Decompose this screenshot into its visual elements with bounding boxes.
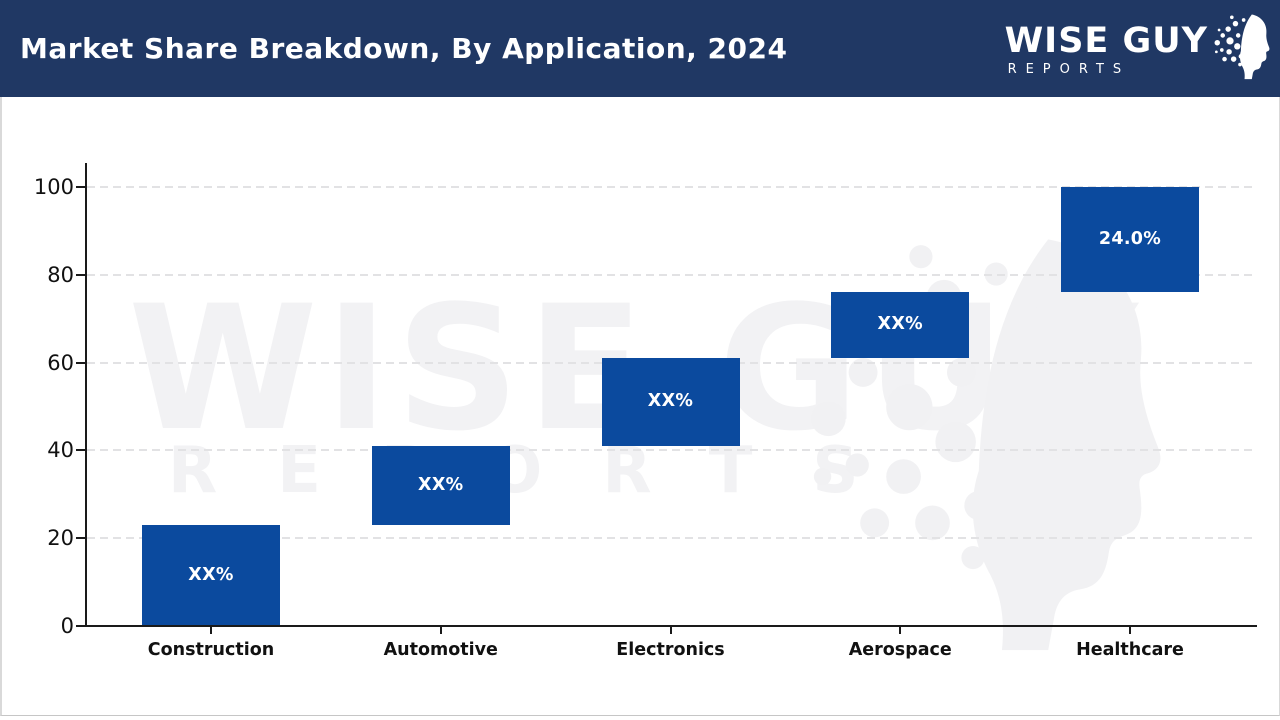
- y-tick-mark: [76, 361, 85, 364]
- gridline-20: [87, 537, 1253, 540]
- bar-value-label-construction: XX%: [188, 565, 234, 586]
- x-tick-mark: [669, 627, 672, 634]
- x-category-label-healthcare: Healthcare: [1076, 640, 1184, 660]
- x-axis-line: [85, 625, 1257, 627]
- y-tick-label: 0: [60, 614, 74, 638]
- header-bar: Market Share Breakdown, By Application, …: [0, 0, 1280, 97]
- gridline-40: [87, 449, 1253, 452]
- y-tick-label: 60: [47, 350, 74, 375]
- x-tick-mark: [899, 627, 902, 634]
- logo-wordmark: WISE GUY: [1004, 20, 1208, 61]
- watermark-subtext: REPORTS: [168, 434, 919, 508]
- gridline-100: [87, 186, 1253, 188]
- bar-aerospace: [831, 292, 970, 359]
- bar-healthcare: [1061, 187, 1199, 293]
- wise-guy-logo: WISE GUY REPORTS: [1005, 8, 1270, 92]
- y-tick-label: 100: [33, 175, 74, 199]
- y-tick-label: 40: [47, 438, 74, 463]
- bar-value-label-automotive: XX%: [418, 475, 464, 495]
- y-tick-mark: [76, 625, 85, 627]
- y-tick-label: 80: [47, 262, 74, 287]
- y-tick-mark: [76, 449, 85, 452]
- y-axis-line: [85, 163, 87, 627]
- y-tick-mark: [76, 273, 85, 276]
- y-tick-label: 20: [47, 526, 74, 551]
- x-tick-mark: [210, 627, 212, 634]
- logo-head-icon: [1214, 14, 1270, 80]
- bar-value-label-electronics: XX%: [647, 391, 694, 412]
- logo-text: WISE GUY REPORTS: [1004, 20, 1208, 77]
- bar-value-label-aerospace: XX%: [877, 314, 923, 335]
- bar-construction: [142, 525, 280, 626]
- x-category-label-automotive: Automotive: [383, 640, 498, 660]
- x-category-label-construction: Construction: [147, 640, 275, 660]
- bar-electronics: [601, 358, 740, 446]
- bar-automotive: [371, 446, 510, 526]
- y-tick-mark: [76, 537, 85, 540]
- y-tick-mark: [76, 186, 85, 188]
- x-tick-mark: [1129, 627, 1131, 634]
- x-tick-mark: [439, 627, 442, 634]
- logo-subtext: REPORTS: [1007, 61, 1131, 77]
- chart-title: Market Share Breakdown, By Application, …: [20, 32, 788, 65]
- x-category-label-aerospace: Aerospace: [848, 640, 952, 660]
- gridline-80: [87, 273, 1253, 276]
- x-category-label-electronics: Electronics: [616, 640, 725, 660]
- bar-value-label-healthcare: 24.0%: [1098, 229, 1162, 249]
